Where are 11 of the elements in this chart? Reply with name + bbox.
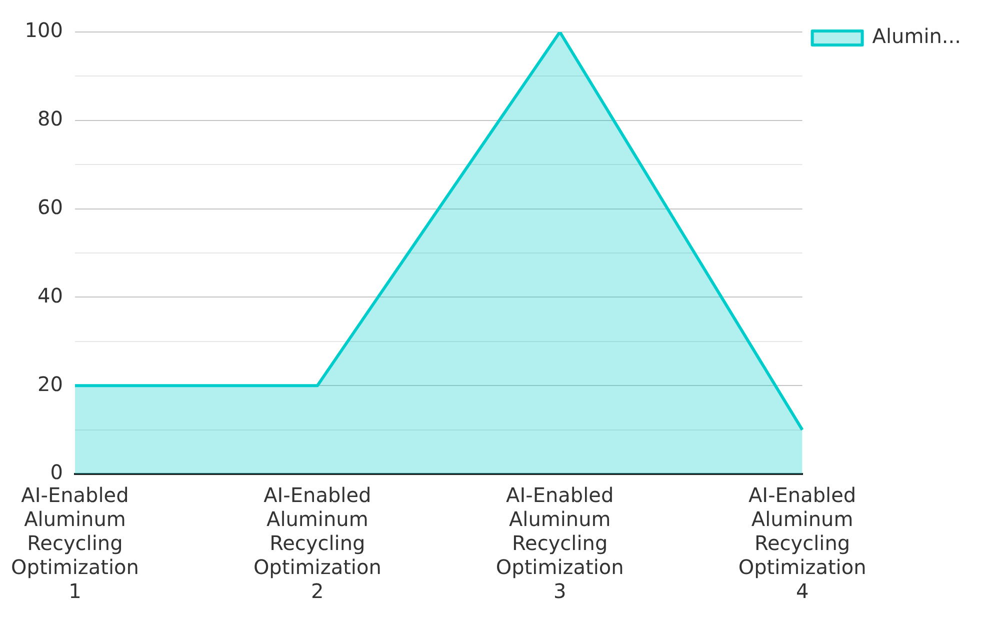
y-tick-label: 40 (38, 283, 63, 308)
y-tick-label: 20 (38, 372, 63, 396)
x-tick-label: AI-Enabled Aluminum Recycling Optimization 2 (253, 483, 382, 604)
x-tick-label: AI-Enabled Aluminum Recycling Optimization 3 (496, 483, 624, 604)
legend-label: Alumin... (872, 24, 961, 48)
y-tick-label: 100 (24, 18, 63, 42)
y-tick-label: 80 (38, 106, 63, 131)
y-tick-label: 0 (50, 460, 63, 484)
x-tick-label: AI-Enabled Aluminum Recycling Optimization 1 (10, 483, 139, 604)
y-tick-label: 60 (38, 195, 63, 220)
x-tick-label: AI-Enabled Aluminum Recycling Optimization 4 (738, 483, 866, 604)
